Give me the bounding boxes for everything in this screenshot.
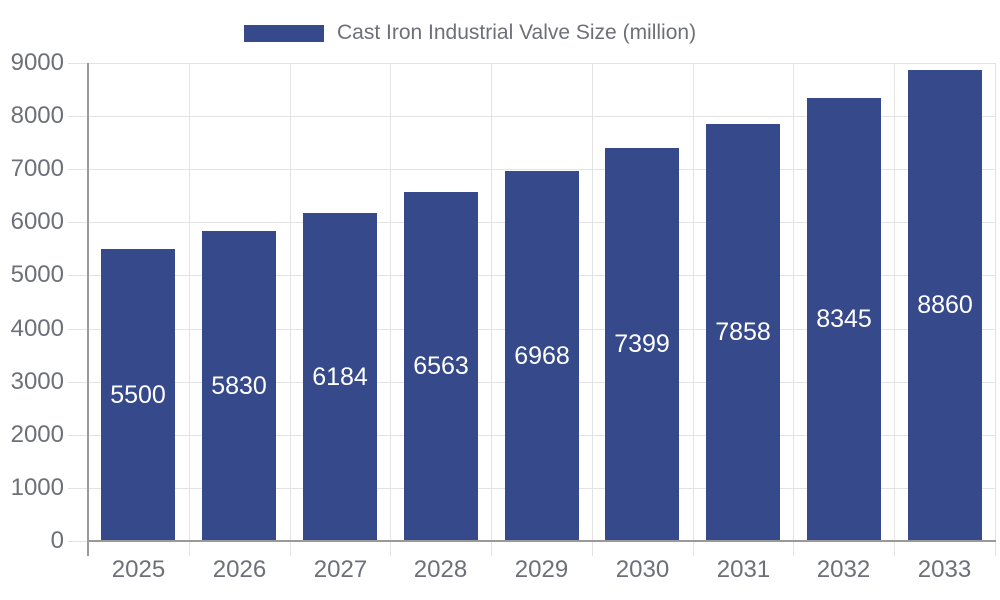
bar-value-label: 6563 <box>413 352 469 380</box>
x-axis-tick-label: 2033 <box>917 556 972 583</box>
bar: 6184 <box>303 213 377 541</box>
y-gridline <box>68 169 995 170</box>
y-axis-tick-label: 8000 <box>10 102 64 129</box>
x-gridline <box>693 63 694 556</box>
x-gridline <box>189 63 190 556</box>
x-gridline <box>592 63 593 556</box>
x-axis-tick-label: 2029 <box>514 556 569 583</box>
bar-value-label: 5500 <box>110 380 166 409</box>
y-axis-tick-label: 1000 <box>10 474 64 501</box>
bar-value-label: 6184 <box>312 362 368 391</box>
legend-label[interactable]: Cast Iron Industrial Valve Size (million… <box>337 21 697 44</box>
bar-value-label: 7399 <box>614 330 670 358</box>
y-axis-tick-label: 9000 <box>10 49 64 76</box>
x-gridline <box>491 63 492 556</box>
y-gridline <box>68 63 995 64</box>
bar-value-label: 8860 <box>917 291 973 319</box>
y-axis-tick-label: 2000 <box>10 421 64 448</box>
x-gridline <box>894 63 895 556</box>
bar-value-label: 5830 <box>211 371 267 400</box>
x-axis-tick-label: 2028 <box>413 556 468 583</box>
x-gridline <box>390 63 391 556</box>
x-gridline <box>290 63 291 556</box>
bar: 7399 <box>605 148 679 541</box>
bar-value-label: 7858 <box>715 318 771 346</box>
x-axis-tick-label: 2025 <box>111 556 166 583</box>
bar: 5830 <box>202 231 276 541</box>
y-gridline <box>68 116 995 117</box>
y-axis-tick-label: 6000 <box>10 208 64 235</box>
y-axis-tick-label: 3000 <box>10 368 64 395</box>
x-axis-line <box>87 540 996 542</box>
x-gridline <box>793 63 794 556</box>
y-axis-tick-label: 7000 <box>10 155 64 182</box>
y-axis-tick-label: 5000 <box>10 261 64 288</box>
bar: 8860 <box>908 70 982 541</box>
legend[interactable]: Cast Iron Industrial Valve Size (million… <box>0 0 1000 50</box>
bar-value-label: 6968 <box>514 341 570 370</box>
x-axis-tick-label: 2030 <box>615 556 670 583</box>
bar: 6968 <box>505 171 579 541</box>
y-axis-line <box>87 63 89 556</box>
x-axis-tick-label: 2031 <box>716 556 771 583</box>
y-axis-tick-label: 4000 <box>10 315 64 342</box>
bar: 7858 <box>706 124 780 541</box>
x-axis-tick-label: 2032 <box>816 556 871 583</box>
bar: 5500 <box>101 249 175 541</box>
bar: 8345 <box>807 98 881 541</box>
x-axis-tick-label: 2027 <box>313 556 368 583</box>
x-axis-tick-label: 2026 <box>212 556 267 583</box>
legend-swatch[interactable] <box>244 25 324 42</box>
bar-value-label: 8345 <box>816 305 872 333</box>
x-gridline <box>995 63 996 556</box>
y-axis-tick-label: 0 <box>50 527 64 554</box>
bar: 6563 <box>404 192 478 541</box>
